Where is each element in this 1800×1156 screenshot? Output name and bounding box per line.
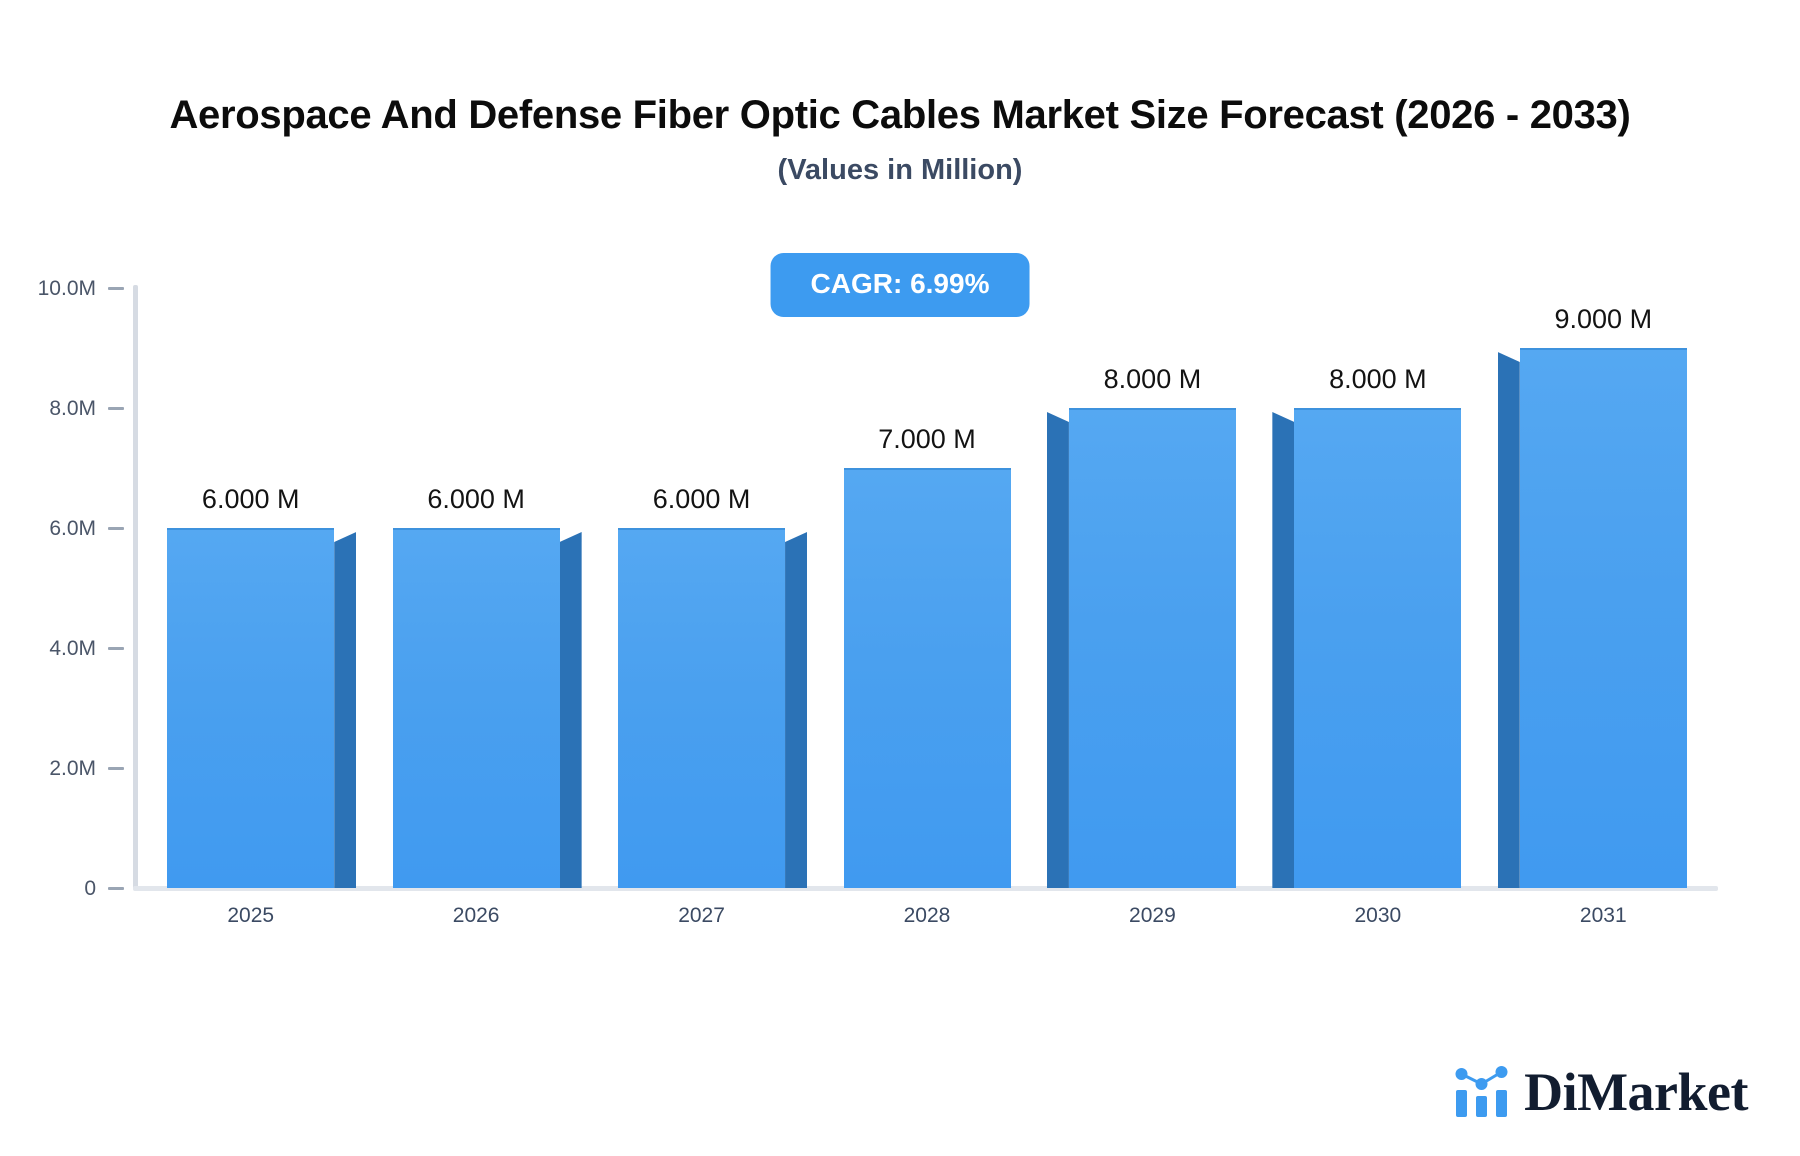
- y-axis-tick-label: 4.0M: [49, 636, 96, 660]
- cagr-badge: CAGR: 6.99%: [770, 253, 1030, 317]
- bar-value-label: 9.000 M: [1554, 304, 1653, 334]
- x-axis-label-2027: 2027: [678, 904, 725, 927]
- y-axis-tick-label: 6.0M: [49, 516, 96, 540]
- bar-2026[interactable]: 6.000 M: [392, 486, 582, 888]
- chart-header: Aerospace And Defense Fiber Optic Cables…: [0, 92, 1800, 187]
- bar-face: [1068, 408, 1236, 888]
- x-axis-label-2031: 2031: [1579, 904, 1627, 927]
- bar-3d-side: [785, 532, 808, 888]
- logo-wordmark: DiMarket: [1524, 1061, 1748, 1122]
- bar-face: [1519, 348, 1687, 888]
- y-axis-tick-label: 10.0M: [37, 276, 96, 300]
- bar-value-label: 6.000 M: [427, 484, 525, 514]
- x-axis-label-2030: 2030: [1354, 904, 1402, 927]
- bar-face: [618, 528, 786, 888]
- bar-face: [1294, 408, 1462, 888]
- bar-value-label: 8.000 M: [1329, 364, 1427, 394]
- bar-value-label: 6.000 M: [201, 484, 300, 514]
- bar-3d-side: [559, 532, 582, 888]
- bar-2028[interactable]: 7.000 M: [843, 426, 1011, 888]
- bar-2027[interactable]: 6.000 M: [618, 486, 808, 888]
- bar-2029[interactable]: 8.000 M: [1046, 366, 1236, 888]
- bar-3d-side: [1046, 412, 1069, 888]
- y-axis-tick-mark: [108, 886, 124, 890]
- bar-2031[interactable]: 9.000 M: [1497, 306, 1687, 888]
- bar-value-label: 6.000 M: [652, 484, 751, 514]
- bar-3d-side: [1272, 412, 1295, 888]
- y-axis-tick-mark: [108, 766, 124, 770]
- bar-face: [843, 468, 1011, 888]
- bar-3d-side: [334, 532, 357, 888]
- bar-3d-side: [1497, 352, 1520, 888]
- y-axis-tick-label: 8.0M: [49, 396, 96, 420]
- y-axis-tick-label: 2.0M: [49, 756, 96, 780]
- bar-face: [392, 528, 560, 888]
- y-axis-tick-mark: [108, 646, 124, 650]
- dimarket-logo: DiMarket: [1454, 1061, 1748, 1122]
- y-axis-tick-label: 0: [84, 876, 96, 900]
- x-axis-label-2025: 2025: [227, 904, 275, 927]
- chart-subtitle: (Values in Million): [777, 154, 1023, 186]
- bar-2025[interactable]: 6.000 M: [167, 486, 357, 888]
- x-axis-label-2028: 2028: [903, 904, 951, 927]
- bar-chart-logo-icon: [1455, 1066, 1508, 1117]
- x-axis-baseline: [133, 886, 1718, 891]
- y-axis-tick-mark: [108, 526, 124, 530]
- bar-face: [167, 528, 335, 888]
- x-axis-label-2026: 2026: [452, 904, 500, 927]
- x-axis-label-2029: 2029: [1129, 904, 1176, 927]
- y-axis-tick-mark: [108, 286, 124, 290]
- y-axis-tick-mark: [108, 406, 124, 410]
- chart-title: Aerospace And Defense Fiber Optic Cables…: [169, 93, 1631, 137]
- bar-value-label: 7.000 M: [878, 424, 976, 454]
- y-axis-spine: [133, 285, 138, 890]
- bar-value-label: 8.000 M: [1103, 364, 1202, 394]
- bar-2030[interactable]: 8.000 M: [1272, 366, 1462, 888]
